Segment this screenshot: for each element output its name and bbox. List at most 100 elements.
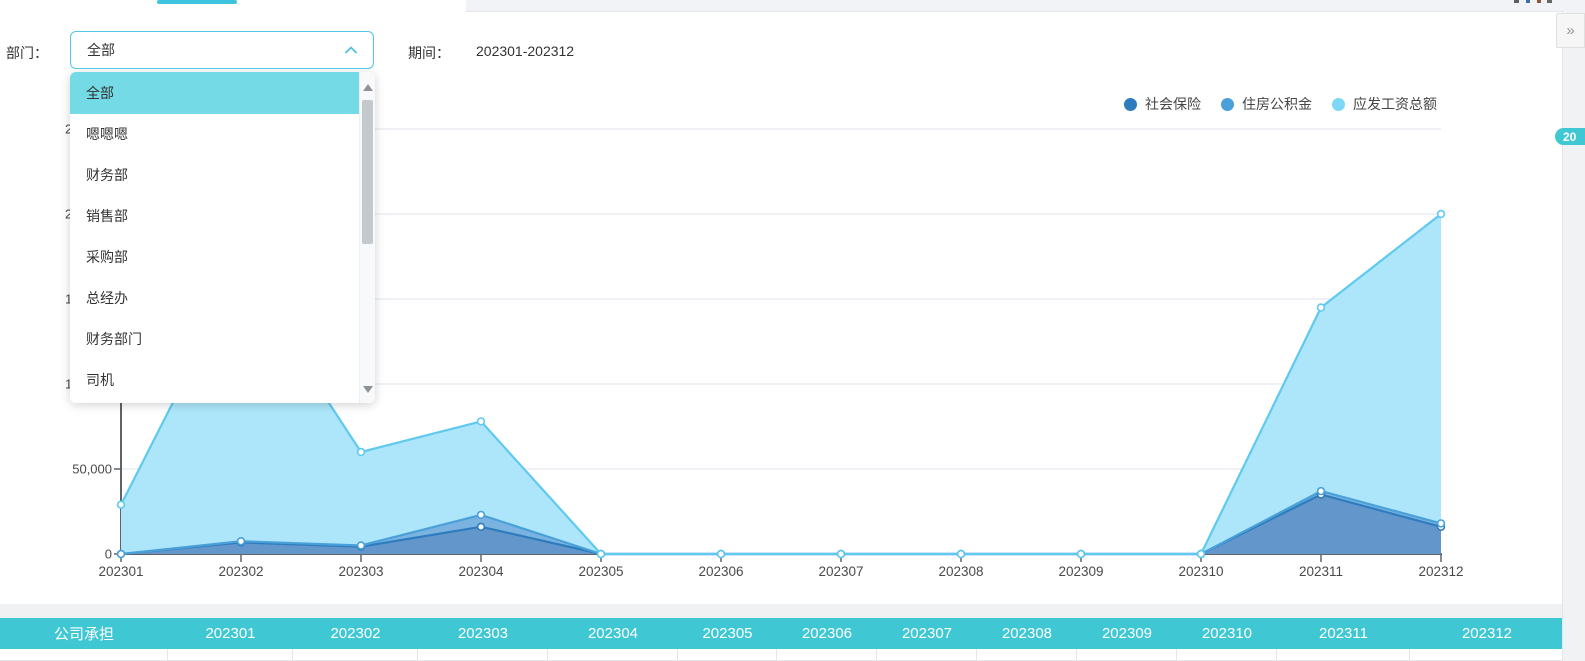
table-header-month: 202302 xyxy=(293,618,418,649)
data-point-marker[interactable] xyxy=(1316,486,1326,496)
department-label: 部门： xyxy=(6,45,48,61)
data-point-marker[interactable] xyxy=(116,549,126,559)
table-header-month: 202311 xyxy=(1277,618,1410,649)
table-top-gap xyxy=(0,604,1585,618)
series-area-社会保险 xyxy=(121,494,1441,554)
table-cell-clipped xyxy=(678,649,777,661)
x-axis-label: 202305 xyxy=(578,564,623,579)
active-tab-underline xyxy=(157,0,237,4)
data-point-marker[interactable] xyxy=(476,522,486,531)
collapse-panel-button[interactable]: » xyxy=(1556,13,1585,48)
table-header-month: 202304 xyxy=(548,618,678,649)
table-cell-clipped xyxy=(1077,649,1177,661)
x-axis-label: 202311 xyxy=(1299,564,1343,579)
dropdown-option[interactable]: 财务部门 xyxy=(70,319,359,360)
chart-legend: 社会保险 住房公积金 应发工资总额 xyxy=(1124,94,1437,114)
x-axis-label: 202306 xyxy=(698,564,743,579)
table-header-month: 202308 xyxy=(977,618,1077,649)
table-cell-clipped xyxy=(168,649,293,661)
table-cell-clipped xyxy=(1410,649,1564,661)
dropdown-option[interactable]: 嗯嗯嗯 xyxy=(70,114,359,155)
series-area-应发工资总额 xyxy=(121,214,1441,554)
data-point-marker[interactable] xyxy=(1316,303,1326,312)
chevron-up-icon xyxy=(345,46,357,54)
dropdown-option[interactable]: 财务部 xyxy=(70,155,359,196)
table-cell-clipped xyxy=(293,649,418,661)
right-side-panel xyxy=(1562,11,1585,661)
table-cell-clipped xyxy=(548,649,678,661)
data-point-marker[interactable] xyxy=(1436,519,1446,528)
tab-bar-clipped xyxy=(0,0,1585,12)
dropdown-option[interactable]: 采购部 xyxy=(70,237,359,278)
data-point-marker[interactable] xyxy=(1196,549,1206,559)
x-axis-label: 202309 xyxy=(1058,564,1103,579)
legend-dot-icon xyxy=(1221,97,1234,111)
year-badge: 20 xyxy=(1555,128,1585,145)
table-header-month: 202307 xyxy=(877,618,977,649)
window-controls-clipped xyxy=(1547,0,1552,3)
data-point-marker[interactable] xyxy=(596,549,606,559)
dropdown-option[interactable]: 司机 xyxy=(70,360,359,401)
data-point-marker[interactable] xyxy=(356,447,366,457)
table-data-row-clipped xyxy=(0,649,1564,661)
data-point-marker[interactable] xyxy=(476,510,486,520)
table-header-month: 202312 xyxy=(1410,618,1564,649)
x-axis-label: 202310 xyxy=(1178,564,1223,579)
dropdown-option[interactable]: 全部 xyxy=(70,72,359,114)
legend-label: 应发工资总额 xyxy=(1353,96,1437,112)
table-cell-clipped xyxy=(418,649,548,661)
x-axis-label: 202307 xyxy=(818,564,863,579)
inactive-tab-area[interactable] xyxy=(466,0,1585,12)
window-controls-clipped xyxy=(1514,0,1519,3)
department-dropdown-list: 全部 嗯嗯嗯 财务部 销售部 采购部 总经办 财务部门 司机 xyxy=(70,72,359,401)
legend-item[interactable]: 社会保险 xyxy=(1124,94,1201,114)
x-axis-label: 202302 xyxy=(218,564,263,579)
department-dropdown: 全部 嗯嗯嗯 财务部 销售部 采购部 总经办 财务部门 司机 xyxy=(70,72,375,403)
x-axis-label: 202301 xyxy=(98,564,143,579)
table-header-month: 202305 xyxy=(678,618,777,649)
data-point-marker[interactable] xyxy=(716,549,726,559)
legend-item[interactable]: 应发工资总额 xyxy=(1332,94,1437,114)
data-point-marker[interactable] xyxy=(116,500,126,509)
scroll-up-arrow-icon[interactable] xyxy=(363,84,373,91)
department-select[interactable]: 全部 xyxy=(70,31,374,69)
dropdown-option[interactable]: 销售部 xyxy=(70,196,359,237)
legend-item[interactable]: 住房公积金 xyxy=(1221,94,1312,114)
period-value: 202301-202312 xyxy=(476,43,575,59)
table-cell-clipped xyxy=(1177,649,1277,661)
window-controls-clipped xyxy=(1526,0,1530,3)
dropdown-scrollbar-thumb[interactable] xyxy=(362,100,373,244)
window-controls-clipped xyxy=(1537,0,1541,3)
x-axis-label: 202304 xyxy=(458,564,504,579)
table-header-company-burden: 公司承担 xyxy=(0,618,168,649)
legend-label: 社会保险 xyxy=(1145,96,1201,112)
dropdown-option[interactable]: 总经办 xyxy=(70,278,359,319)
data-point-marker[interactable] xyxy=(1436,209,1446,219)
table-header-month: 202309 xyxy=(1077,618,1177,649)
data-point-marker[interactable] xyxy=(476,417,486,426)
table-cell-clipped xyxy=(0,649,168,661)
x-axis-label: 202308 xyxy=(938,564,983,579)
department-select-value: 全部 xyxy=(87,42,115,58)
data-point-marker[interactable] xyxy=(1076,549,1086,559)
double-chevron-right-icon: » xyxy=(1566,22,1575,39)
x-axis-label: 202312 xyxy=(1418,564,1463,579)
table-cell-clipped xyxy=(777,649,877,661)
legend-dot-icon xyxy=(1124,97,1137,111)
data-point-marker[interactable] xyxy=(956,549,966,559)
company-burden-table: 公司承担 202301 202302 202303 202304 202305 202306… xyxy=(0,618,1564,661)
y-axis-label: 50,000 xyxy=(72,462,112,477)
table-header-month: 202310 xyxy=(1177,618,1277,649)
table-cell-clipped xyxy=(977,649,1077,661)
table-header-month: 202303 xyxy=(418,618,548,649)
data-point-marker[interactable] xyxy=(236,537,246,546)
legend-label: 住房公积金 xyxy=(1242,96,1312,112)
scroll-down-arrow-icon[interactable] xyxy=(363,386,373,393)
table-cell-clipped xyxy=(1277,649,1410,661)
legend-dot-icon xyxy=(1332,97,1345,111)
table-header-row: 公司承担 202301 202302 202303 202304 202305 202306… xyxy=(0,618,1564,649)
data-point-marker[interactable] xyxy=(836,549,846,559)
data-point-marker[interactable] xyxy=(356,541,366,550)
dropdown-scrollbar[interactable] xyxy=(359,72,375,403)
